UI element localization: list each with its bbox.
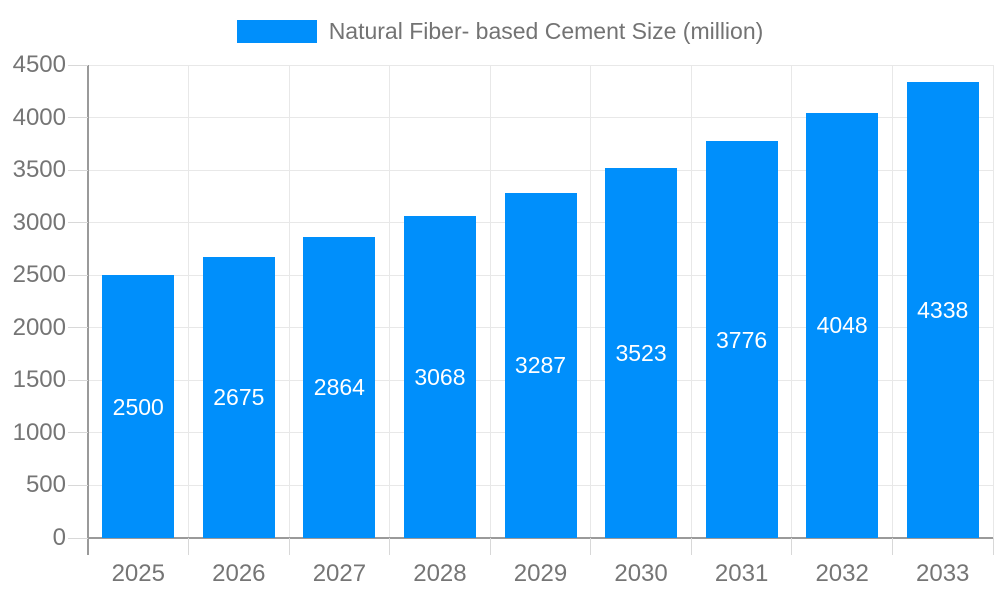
y-axis-tick [68, 274, 88, 276]
y-axis-tick-label: 500 [25, 471, 66, 499]
legend[interactable]: Natural Fiber- based Cement Size (millio… [0, 18, 1000, 44]
x-gridline [690, 65, 692, 538]
x-gridline [288, 65, 290, 538]
y-axis-tick-label: 4000 [12, 103, 66, 131]
x-axis-tick [690, 538, 692, 555]
x-axis-tick-label: 2026 [212, 560, 266, 587]
y-axis-tick [68, 117, 88, 119]
bar-value-label: 2864 [313, 374, 365, 401]
bar-value-label: 3523 [615, 339, 667, 366]
bar-2029[interactable]: 3287 [504, 192, 577, 538]
plot-area: 2500 2675 2864 3068 3287 3523 3776 4048 4338 [87, 64, 994, 555]
bar-value-label: 3287 [514, 352, 567, 379]
y-axis-tick-label: 3500 [12, 156, 66, 184]
x-axis-tick-label: 2025 [111, 560, 165, 587]
bar-value-label: 2675 [213, 384, 265, 411]
bar-2031[interactable]: 3776 [705, 141, 778, 538]
x-axis-tick-label: 2033 [916, 560, 970, 587]
bar-value-label: 3776 [716, 326, 768, 353]
y-axis-tick-label: 2000 [12, 313, 66, 341]
y-axis-tick-label: 0 [52, 524, 66, 551]
y-gridline [88, 64, 993, 66]
x-axis-tick-label: 2029 [513, 560, 568, 587]
y-axis-tick [68, 222, 88, 224]
x-gridline [590, 65, 592, 538]
x-axis-tick-label: 2030 [614, 560, 668, 587]
y-axis-tick [68, 484, 88, 486]
bar-value-label: 4048 [816, 312, 868, 339]
x-axis-tick [791, 538, 793, 555]
x-axis-tick [288, 538, 290, 555]
x-gridline [489, 65, 491, 538]
y-axis-tick-label: 1500 [12, 366, 66, 394]
legend-swatch-icon [236, 19, 317, 43]
y-axis-line [87, 65, 89, 555]
x-axis-tick [489, 538, 491, 555]
x-axis-tick [590, 538, 592, 555]
x-axis-tick [891, 538, 893, 555]
y-axis-tick [68, 169, 88, 171]
legend-label: Natural Fiber- based Cement Size (millio… [328, 18, 764, 44]
x-axis-tick [992, 538, 994, 555]
y-gridline [88, 117, 993, 119]
x-gridline [389, 65, 391, 538]
x-axis-tick-label: 2031 [714, 560, 769, 587]
x-gridline [188, 65, 190, 538]
x-gridline [992, 65, 994, 538]
bar-2026[interactable]: 2675 [202, 256, 275, 538]
bar-2025[interactable]: 2500 [102, 275, 175, 538]
bar-2033[interactable]: 4338 [906, 82, 979, 538]
y-axis-tick-label: 1000 [12, 418, 66, 446]
y-axis-tick [68, 64, 88, 66]
y-axis-tick [68, 327, 88, 329]
bar-2032[interactable]: 4048 [806, 112, 879, 538]
x-gridline [791, 65, 793, 538]
y-axis-tick [68, 379, 88, 381]
bar-2027[interactable]: 2864 [303, 236, 376, 538]
y-gridline [88, 169, 993, 171]
x-axis-tick-label: 2027 [312, 560, 367, 587]
y-axis-tick-label: 4500 [12, 51, 66, 78]
bar-value-label: 4338 [917, 297, 969, 324]
x-axis-tick-label: 2032 [815, 560, 869, 587]
y-axis-tick-label: 3000 [12, 208, 66, 236]
y-axis-tick [68, 537, 88, 539]
bar-value-label: 2500 [112, 393, 164, 420]
y-axis-tick-label: 2500 [12, 261, 66, 289]
y-axis-tick [68, 432, 88, 434]
x-axis-line [88, 537, 993, 539]
x-gridline [891, 65, 893, 538]
bar-value-label: 3068 [414, 363, 466, 390]
x-axis-tick-label: 2028 [413, 560, 467, 587]
bar-2030[interactable]: 3523 [605, 167, 678, 538]
x-axis-tick [389, 538, 391, 555]
bar-2028[interactable]: 3068 [403, 215, 476, 538]
x-axis-tick [188, 538, 190, 555]
